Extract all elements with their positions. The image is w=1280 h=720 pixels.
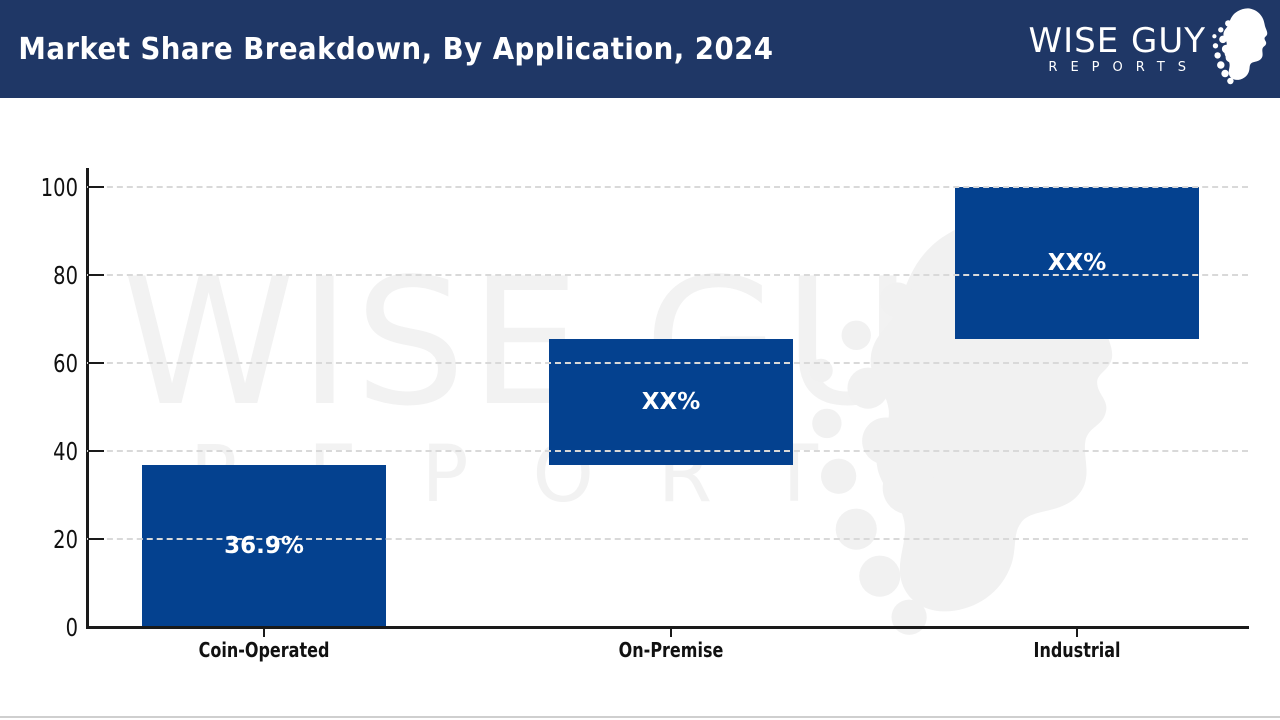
logo-reports-text: REPORTS — [1048, 59, 1200, 75]
x-tick-mark — [670, 629, 672, 637]
y-tick-label: 0 — [65, 613, 78, 642]
y-tick-mark — [88, 274, 104, 276]
wiseguy-head-icon — [1212, 8, 1268, 85]
x-tick-mark — [263, 629, 265, 637]
x-category-label: Coin-Operated — [198, 638, 330, 662]
x-tick-mark — [1076, 629, 1078, 637]
bar-value-label: XX% — [641, 388, 701, 415]
y-tick-mark — [88, 626, 104, 628]
bar-industrial — [955, 187, 1199, 339]
logo-text: WISE GUY REPORTS — [1028, 23, 1206, 75]
y-tick-label: 20 — [53, 525, 78, 554]
gridline-60 — [87, 362, 1248, 364]
y-tick-label: 100 — [40, 173, 78, 202]
y-tick-mark — [88, 450, 104, 452]
footer-line — [0, 716, 1280, 718]
y-tick-label: 80 — [53, 261, 78, 290]
logo-wiseguy-text: WISE GUY — [1028, 21, 1206, 62]
header-bar: Market Share Breakdown, By Application, … — [0, 0, 1280, 98]
bar-on-premise — [549, 338, 793, 465]
bar-value-label: XX% — [1047, 249, 1107, 276]
gridline-100 — [87, 186, 1248, 188]
y-tick-label: 60 — [53, 349, 78, 378]
x-category-label: On-Premise — [618, 638, 724, 662]
gridline-80 — [87, 274, 1248, 276]
x-category-label: Industrial — [1033, 638, 1121, 662]
y-tick-mark — [88, 538, 104, 540]
y-axis-line — [86, 168, 89, 629]
gridline-20 — [87, 538, 1248, 540]
y-tick-mark — [88, 186, 104, 188]
x-axis-line — [86, 626, 1249, 629]
y-tick-mark — [88, 362, 104, 364]
gridline-40 — [87, 450, 1248, 452]
page-title: Market Share Breakdown, By Application, … — [18, 31, 774, 67]
y-tick-label: 40 — [53, 437, 78, 466]
bar-coin-operated — [142, 464, 386, 627]
bar-value-label: 36.9% — [224, 532, 304, 559]
wiseguy-logo: WISE GUY REPORTS — [1028, 0, 1272, 98]
